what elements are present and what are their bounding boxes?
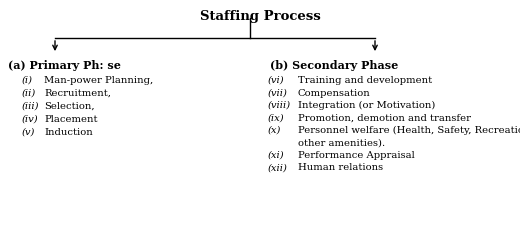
- Text: Man-power Planning,: Man-power Planning,: [44, 76, 153, 85]
- Text: (x): (x): [268, 126, 281, 135]
- Text: Compensation: Compensation: [298, 89, 371, 98]
- Text: (vi): (vi): [268, 76, 284, 85]
- Text: (i): (i): [22, 76, 33, 85]
- Text: Performance Appraisal: Performance Appraisal: [298, 151, 415, 160]
- Text: Staffing Process: Staffing Process: [200, 10, 320, 23]
- Text: (ix): (ix): [268, 114, 284, 122]
- Text: (ii): (ii): [22, 89, 36, 98]
- Text: other amenities).: other amenities).: [298, 138, 385, 148]
- Text: Recruitment,: Recruitment,: [44, 89, 111, 98]
- Text: Selection,: Selection,: [44, 102, 95, 111]
- Text: (b) Secondary Phase: (b) Secondary Phase: [270, 60, 398, 71]
- Text: Placement: Placement: [44, 115, 98, 124]
- Text: (vii): (vii): [268, 89, 288, 98]
- Text: (v): (v): [22, 128, 35, 137]
- Text: Induction: Induction: [44, 128, 93, 137]
- Text: Training and development: Training and development: [298, 76, 432, 85]
- Text: (xi): (xi): [268, 151, 284, 160]
- Text: (xii): (xii): [268, 164, 288, 172]
- Text: Personnel welfare (Health, Safety, Recreation and: Personnel welfare (Health, Safety, Recre…: [298, 126, 520, 135]
- Text: Promotion, demotion and transfer: Promotion, demotion and transfer: [298, 114, 471, 122]
- Text: (a) Primary Ph: se: (a) Primary Ph: se: [8, 60, 121, 71]
- Text: (iii): (iii): [22, 102, 40, 111]
- Text: Integration (or Motivation): Integration (or Motivation): [298, 101, 435, 110]
- Text: Human relations: Human relations: [298, 164, 383, 172]
- Text: (viii): (viii): [268, 101, 291, 110]
- Text: (iv): (iv): [22, 115, 38, 124]
